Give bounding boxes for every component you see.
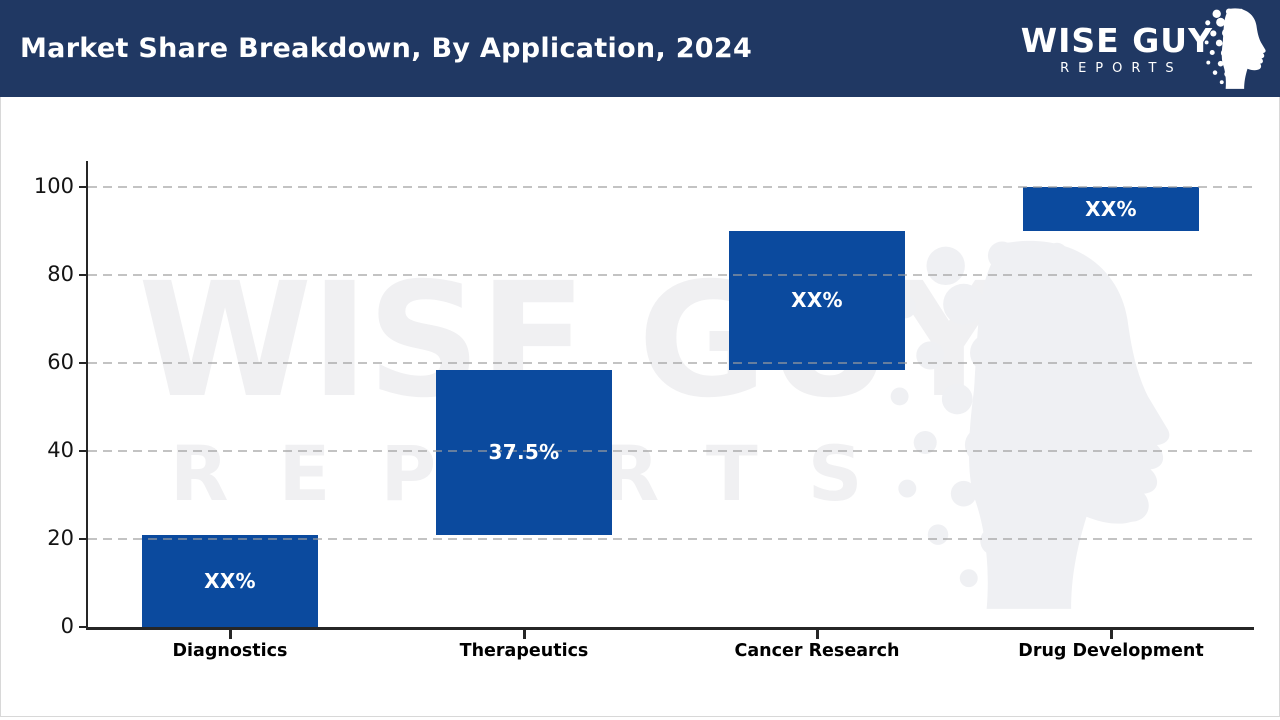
y-tick-100 xyxy=(79,186,88,188)
gridline-60 xyxy=(88,362,1252,364)
y-tick-20 xyxy=(79,538,88,540)
y-tick-label-0: 0 xyxy=(60,614,74,638)
header-bar: Market Share Breakdown, By Application, … xyxy=(0,0,1280,97)
x-axis-spine xyxy=(86,627,1254,630)
y-axis-spine xyxy=(86,161,88,630)
y-tick-label-100: 100 xyxy=(33,174,74,198)
y-tick-80 xyxy=(79,274,88,276)
bar-value-label-therapeutics: 37.5% xyxy=(488,440,560,465)
x-tick-cancer-research xyxy=(816,630,819,639)
gridline-20 xyxy=(88,538,1252,540)
x-tick-label-diagnostics: Diagnostics xyxy=(172,641,288,661)
x-tick-drug-development xyxy=(1110,630,1113,639)
bar-cancer-research xyxy=(729,231,905,370)
y-tick-40 xyxy=(79,450,88,452)
gridline-100 xyxy=(88,186,1252,188)
logo-head-icon xyxy=(1204,8,1266,89)
brand-logo: WISE GUY REPORTS xyxy=(1021,4,1270,94)
y-tick-60 xyxy=(79,362,88,364)
y-tick-label-20: 20 xyxy=(47,526,74,550)
gridline-80 xyxy=(88,274,1252,276)
gridline-40 xyxy=(88,450,1252,452)
y-tick-0 xyxy=(79,626,88,628)
y-tick-label-80: 80 xyxy=(47,262,74,286)
bar-therapeutics xyxy=(436,369,612,535)
bar-value-label-drug-development: XX% xyxy=(1085,197,1137,221)
bar-drug-development xyxy=(1023,187,1199,231)
y-tick-label-60: 60 xyxy=(47,350,74,374)
bar-value-label-diagnostics: XX% xyxy=(204,568,256,593)
x-tick-label-therapeutics: Therapeutics xyxy=(459,641,589,661)
bar-value-label-cancer-research: XX% xyxy=(791,288,843,313)
y-tick-label-40: 40 xyxy=(47,438,74,462)
logo-reports-text: REPORTS xyxy=(1060,60,1183,76)
logo-wiseguy-text: WISE GUY xyxy=(1020,20,1213,60)
x-tick-label-drug-development: Drug Development xyxy=(1018,641,1204,661)
x-tick-label-cancer-research: Cancer Research xyxy=(734,641,900,661)
logo-text: WISE GUY REPORTS xyxy=(1021,24,1213,75)
x-tick-diagnostics xyxy=(229,630,232,639)
chart-title: Market Share Breakdown, By Application, … xyxy=(20,33,753,64)
bar-diagnostics xyxy=(142,534,318,627)
x-tick-therapeutics xyxy=(523,630,526,639)
